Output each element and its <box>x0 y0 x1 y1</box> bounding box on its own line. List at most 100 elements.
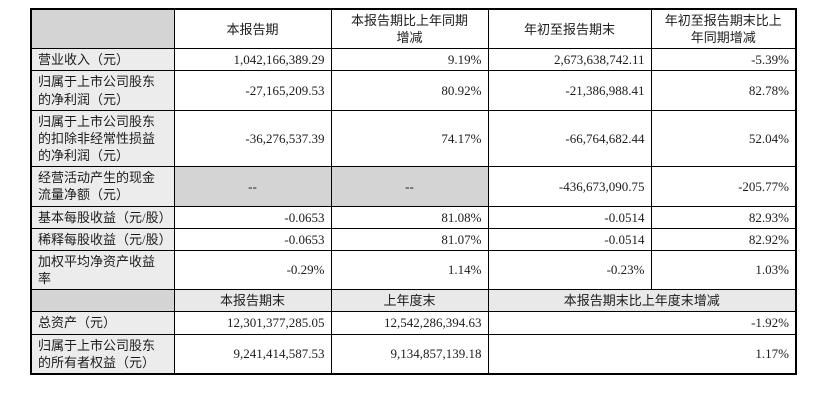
table-row: 稀释每股收益（元/股） -0.0653 81.07% -0.0514 82.92% <box>30 227 797 251</box>
value-cell: 52.04% <box>650 109 797 168</box>
value-cell-text: -1.92% <box>751 315 789 331</box>
empty-value-cell-text: -- <box>248 178 257 194</box>
value-cell-text: 2,673,638,742.11 <box>553 52 645 68</box>
row-label-text: 营业收入（元） <box>38 52 130 68</box>
corner-cell <box>30 289 175 313</box>
value-cell: -0.0653 <box>173 205 332 229</box>
row-label: 总资产（元） <box>30 311 175 335</box>
table-header-row: 本报告期 本报告期比上年同期增减 年初至报告期末 年初至报告期末比上年同期增减 <box>30 8 797 50</box>
value-cell: 82.78% <box>650 70 797 111</box>
column-header-text: 年初至报告期末比上年同期增减 <box>664 13 782 46</box>
value-cell: -0.29% <box>173 249 332 291</box>
row-label-text: 归属于上市公司股东的所有者权益（元） <box>38 337 156 370</box>
column-header-text: 本报告期比上年同期增减 <box>350 13 468 46</box>
value-cell-text: -0.0653 <box>284 231 325 247</box>
table-row: 总资产（元） 12,301,377,285.05 12,542,286,394.63… <box>30 311 797 335</box>
column-header: 年初至报告期末比上年同期增减 <box>650 8 797 50</box>
row-label-text: 总资产（元） <box>38 315 117 331</box>
value-cell: -1.92% <box>487 311 797 335</box>
value-cell-text: 74.17% <box>441 130 482 146</box>
value-cell: -205.77% <box>650 166 797 207</box>
column-header: 本报告期比上年同期增减 <box>330 8 489 50</box>
value-cell-text: 81.07% <box>441 231 482 247</box>
table-row: 营业收入（元） 1,042,166,389.29 9.19% 2,673,638,74… <box>30 48 797 72</box>
value-cell: 81.08% <box>330 205 489 229</box>
empty-value-cell: -- <box>330 166 489 207</box>
table-row: 归属于上市公司股东的扣除非经常性损益的净利润（元） -36,276,537.39 7… <box>30 109 797 168</box>
value-cell-text: 12,542,286,394.63 <box>384 315 482 331</box>
value-cell: -36,276,537.39 <box>173 109 332 168</box>
value-cell: 74.17% <box>330 109 489 168</box>
value-cell: 1.14% <box>330 249 489 291</box>
value-cell: -436,673,090.75 <box>487 166 652 207</box>
row-label-text: 稀释每股收益（元/股） <box>38 231 172 247</box>
row-label: 归属于上市公司股东的净利润（元） <box>30 70 175 111</box>
value-cell-text: -0.23% <box>606 262 645 278</box>
value-cell-text: -66,764,682.44 <box>565 130 645 146</box>
column-header-text: 上年度末 <box>383 293 436 309</box>
empty-value-cell: -- <box>173 166 332 207</box>
value-cell: -0.0514 <box>487 205 652 229</box>
value-cell-text: 80.92% <box>441 83 482 99</box>
value-cell-text: 9.19% <box>447 52 482 68</box>
value-cell: 80.92% <box>330 70 489 111</box>
value-cell: 1,042,166,389.29 <box>173 48 332 72</box>
table-row: 归属于上市公司股东的净利润（元） -27,165,209.53 80.92% -21,… <box>30 70 797 111</box>
column-header-text: 本报告期 <box>226 21 279 37</box>
row-label: 加权平均净资产收益率 <box>30 249 175 291</box>
row-label: 归属于上市公司股东的所有者权益（元） <box>30 333 175 375</box>
empty-value-cell-text: -- <box>405 178 414 194</box>
row-label-text: 加权平均净资产收益率 <box>38 253 156 287</box>
value-cell: 1.03% <box>650 249 797 291</box>
value-cell: -27,165,209.53 <box>173 70 332 111</box>
value-cell: 12,542,286,394.63 <box>330 311 489 335</box>
value-cell-text: 1.14% <box>447 262 482 278</box>
value-cell: 81.07% <box>330 227 489 251</box>
column-header: 本报告期 <box>173 8 332 50</box>
row-label: 归属于上市公司股东的扣除非经常性损益的净利润（元） <box>30 109 175 168</box>
value-cell: 9.19% <box>330 48 489 72</box>
value-cell: -66,764,682.44 <box>487 109 652 168</box>
value-cell-text: 52.04% <box>748 130 789 146</box>
value-cell-text: -0.0653 <box>284 209 325 225</box>
section-header-row: 本报告期末 上年度末 本报告期末比上年度末增减 <box>30 289 797 313</box>
row-label-text: 基本每股收益（元/股） <box>38 209 172 225</box>
column-header: 上年度末 <box>330 289 489 313</box>
row-label: 经营活动产生的现金流量净额（元） <box>30 166 175 207</box>
row-label: 营业收入（元） <box>30 48 175 72</box>
corner-cell <box>30 8 175 50</box>
value-cell-text: -205.77% <box>738 178 789 194</box>
value-cell: -0.0653 <box>173 227 332 251</box>
table-row: 基本每股收益（元/股） -0.0653 81.08% -0.0514 82.93% <box>30 205 797 229</box>
row-label-text: 归属于上市公司股东的净利润（元） <box>38 74 156 107</box>
row-label: 稀释每股收益（元/股） <box>30 227 175 251</box>
value-cell: 1.17% <box>487 333 797 375</box>
row-label-text: 经营活动产生的现金流量净额（元） <box>38 170 156 203</box>
column-header: 本报告期末 <box>173 289 332 313</box>
table-row: 加权平均净资产收益率 -0.29% 1.14% -0.23% 1.03% <box>30 249 797 291</box>
value-cell-text: -5.39% <box>751 52 789 68</box>
value-cell-text: 1.17% <box>755 346 789 362</box>
value-cell-text: -0.29% <box>286 262 325 278</box>
table-row: 经营活动产生的现金流量净额（元） -- -- -436,673,090.75 -205.… <box>30 166 797 207</box>
value-cell-text: -27,165,209.53 <box>245 83 325 99</box>
table-row: 归属于上市公司股东的所有者权益（元） 9,241,414,587.53 9,134,… <box>30 333 797 375</box>
value-cell-text: 12,301,377,285.05 <box>227 315 325 331</box>
value-cell-text: 82.93% <box>748 209 789 225</box>
value-cell-text: -21,386,988.41 <box>565 83 645 99</box>
value-cell: 9,241,414,587.53 <box>173 333 332 375</box>
value-cell: 2,673,638,742.11 <box>487 48 652 72</box>
value-cell: 12,301,377,285.05 <box>173 311 332 335</box>
row-label-text: 归属于上市公司股东的扣除非经常性损益的净利润（元） <box>38 113 156 164</box>
column-header-text: 年初至报告期末 <box>523 21 615 37</box>
financial-summary-table: 本报告期 本报告期比上年同期增减 年初至报告期末 年初至报告期末比上年同期增减 营业收入… <box>30 8 797 375</box>
value-cell: 82.93% <box>650 205 797 229</box>
value-cell-text: -0.0514 <box>604 231 645 247</box>
column-header-text: 本报告期末比上年度末增减 <box>563 293 720 309</box>
value-cell-text: 82.92% <box>748 231 789 247</box>
column-header: 年初至报告期末 <box>487 8 652 50</box>
column-header: 本报告期末比上年度末增减 <box>487 289 797 313</box>
value-cell: 9,134,857,139.18 <box>330 333 489 375</box>
row-label: 基本每股收益（元/股） <box>30 205 175 229</box>
